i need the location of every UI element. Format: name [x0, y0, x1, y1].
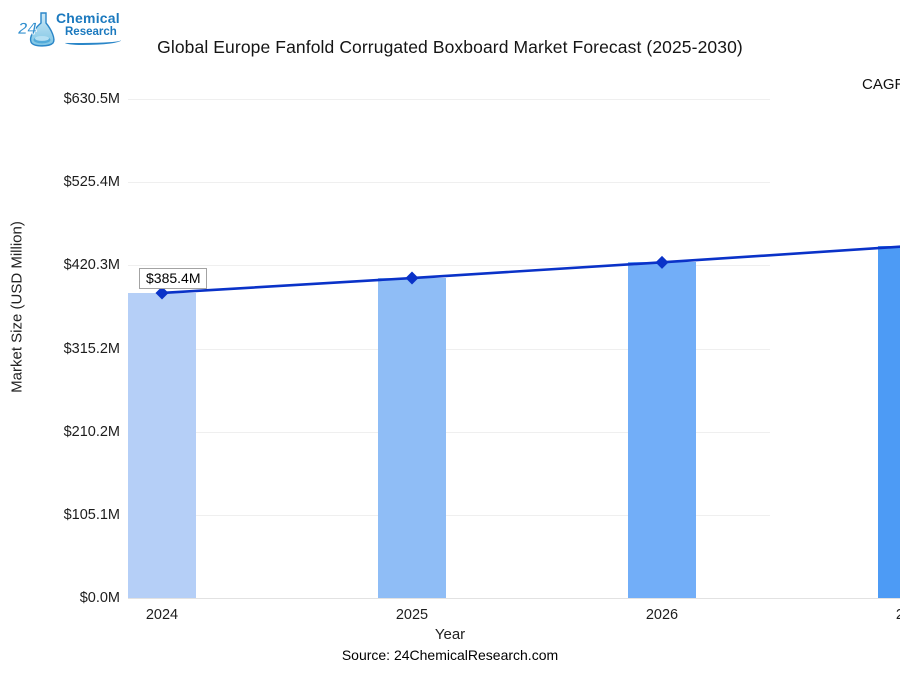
bar-2024[interactable] — [128, 292, 196, 598]
y-tick-label: $210.2M — [63, 423, 120, 440]
gridline — [128, 431, 770, 433]
y-tick-label: $315.2M — [63, 340, 120, 357]
x-tick-label: 2026 — [645, 607, 679, 623]
x-axis-baseline — [128, 598, 900, 599]
source-text: Source: 24ChemicalResearch.com — [341, 647, 559, 663]
y-tick-label: $525.4M — [63, 174, 120, 191]
y-tick-label: $630.5M — [63, 91, 120, 107]
gridline — [128, 514, 770, 516]
y-tick-label: $0.0M — [79, 590, 120, 606]
bar-2027[interactable] — [878, 245, 900, 598]
logo-text-research: Research — [65, 26, 117, 38]
chart-title: Global Europe Fanfold Corrugated Boxboar… — [157, 37, 743, 57]
logo-number: 24 — [18, 19, 37, 38]
cagr-label: CAGR — [862, 76, 900, 93]
logo-texts: Chemical Research — [56, 11, 121, 45]
bar-2025[interactable] — [378, 278, 446, 598]
trend-line — [161, 245, 900, 295]
flask-icon: 24 — [18, 12, 55, 47]
logo: 24 Chemical Research — [18, 8, 121, 50]
y-tick-label: $420.3M — [63, 257, 120, 274]
gridline — [128, 182, 770, 184]
bar-2026[interactable] — [628, 262, 696, 598]
logo-text-chemical: Chemical — [56, 10, 120, 26]
x-axis-title: Year — [434, 626, 466, 643]
data-point-value-label: $385.4M — [139, 268, 208, 290]
gridline — [128, 348, 770, 350]
x-tick-label: 2025 — [395, 607, 429, 623]
x-tick-label: 2027 — [895, 607, 900, 623]
logo-swoosh — [65, 38, 121, 45]
y-tick-label: $105.1M — [63, 506, 120, 523]
gridline — [128, 99, 770, 100]
y-axis-title: Market Size (USD Million) — [8, 221, 26, 393]
x-tick-label: 2024 — [145, 607, 179, 623]
